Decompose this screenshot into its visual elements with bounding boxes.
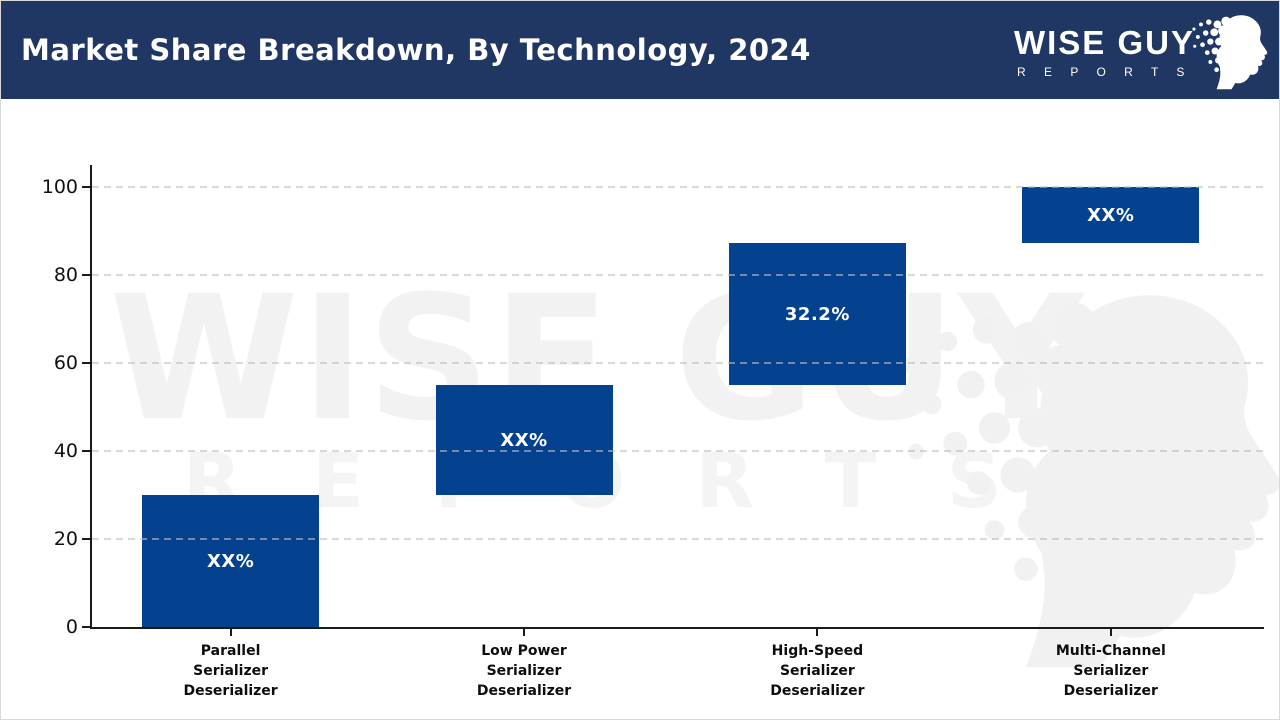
page-title: Market Share Breakdown, By Technology, 2… [21,33,811,67]
y-tick-label: 80 [53,264,78,286]
y-tick-label: 60 [53,352,78,374]
y-tick-label: 0 [65,616,78,638]
gridline-80 [92,274,1264,276]
y-axis-line [90,165,92,629]
x-category-label: High-Speed Serializer Deserializer [770,643,865,699]
bar-value-label: XX% [500,429,548,451]
gridline-100 [92,186,1264,188]
y-tick-label: 100 [41,176,78,198]
x-tick-mark [229,629,232,636]
y-tick-mark [82,450,90,452]
x-category-label: Low Power Serializer Deserializer [476,643,572,699]
y-tick-mark [82,362,90,364]
wise-guy-reports-logo: WISE GUY R E P O R T S [1014,7,1269,95]
bar-value-label: XX% [1087,204,1135,226]
gridline-20 [92,538,1264,540]
bar-value-label: XX% [206,550,255,572]
y-tick-mark [82,186,90,188]
y-tick-label: 40 [53,440,78,462]
y-tick-mark [82,538,90,540]
x-tick-mark [523,629,525,636]
y-tick-mark [82,274,90,276]
x-axis-line [90,627,1264,629]
bar-4: XX% [1022,187,1200,244]
bar-3: 32.2% [728,243,906,385]
bar-2: XX% [435,385,613,495]
bar-value-label: 32.2% [784,303,850,325]
logo-name: WISE GUY [1013,23,1195,61]
y-tick-mark [82,626,90,628]
x-category-label: Parallel Serializer Deserializer [183,643,278,699]
x-tick-mark [816,629,819,636]
y-tick-label: 20 [53,528,78,550]
gridline-40 [92,450,1264,452]
gridline-60 [92,362,1264,364]
header-bar: Market Share Breakdown, By Technology, 2… [1,1,1279,99]
bar-1: XX% [142,495,320,627]
x-tick-mark [1109,629,1112,636]
logo-subtitle: R E P O R T S [1017,64,1192,79]
head-dots-logo-icon [1183,8,1269,94]
x-category-label: Multi-Channel Serializer Deserializer [1055,643,1166,699]
